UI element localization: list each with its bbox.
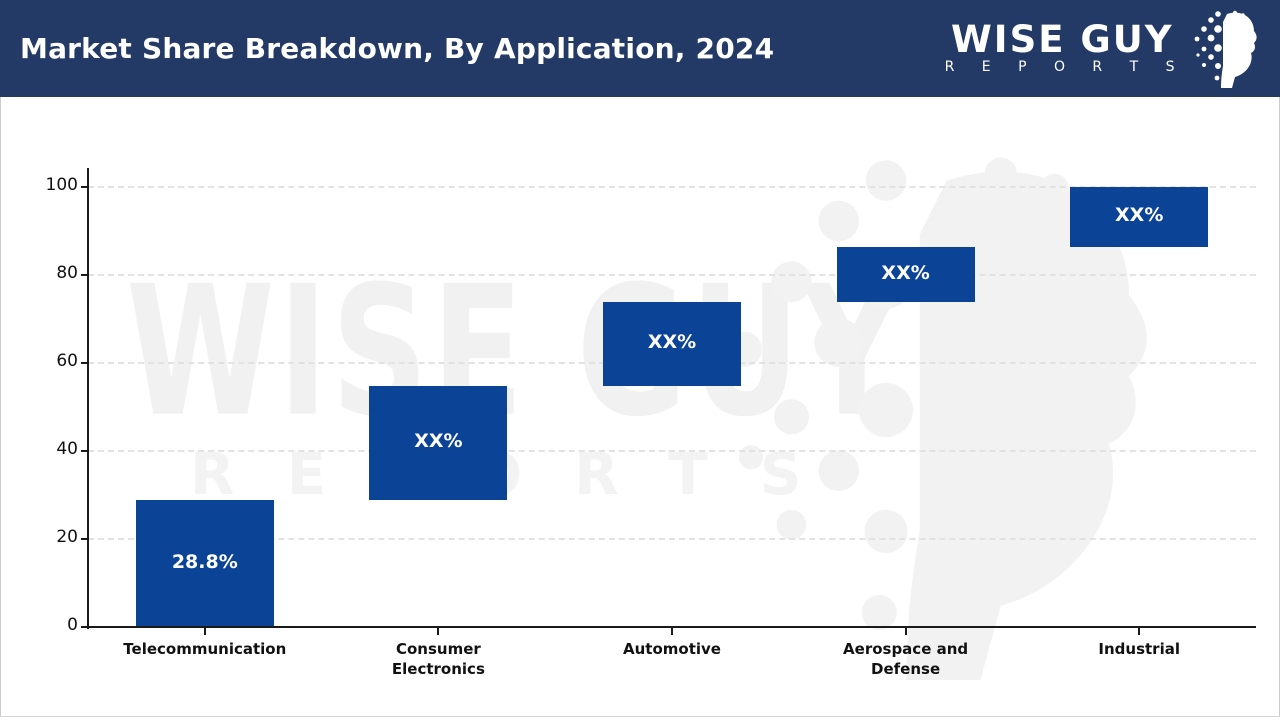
brand-face-icon (1194, 10, 1257, 88)
gridline (88, 537, 1256, 540)
bar-value-label: XX% (881, 261, 930, 284)
gridline (88, 273, 1256, 276)
x-axis-tick-mark (203, 628, 206, 635)
category-label: Aerospace and Defense (843, 640, 969, 678)
y-axis-tick-label: 20 (56, 526, 78, 547)
x-axis-tick-mark (671, 628, 673, 635)
bar-value-label: XX% (1115, 203, 1164, 226)
y-axis-tick-label: 80 (56, 262, 78, 283)
brand-logo: WISE GUY R E P O R T S (939, 8, 1262, 88)
gridline (88, 185, 1256, 188)
y-axis-tick-label: 0 (67, 615, 78, 635)
y-axis-tick-mark (81, 185, 88, 188)
y-axis-tick-mark (81, 537, 88, 540)
brand-subname: R E P O R T S (944, 59, 1186, 76)
bar-segment (369, 385, 508, 501)
bar-value-label: 28.8% (171, 550, 238, 573)
x-axis-line (87, 626, 1256, 628)
watermark-text-line1: WISE GUY (126, 247, 904, 457)
y-axis-tick-label: 60 (56, 350, 78, 371)
y-axis-tick-mark (81, 449, 88, 452)
bar-segment (135, 500, 274, 627)
category-label: Telecommunication (123, 640, 287, 658)
y-axis-tick-label: 40 (56, 438, 78, 459)
category-label: Consumer Electronics (391, 640, 485, 678)
bar-segment (836, 246, 975, 303)
brand-logo-text: WISE GUY R E P O R T S (939, 17, 1186, 76)
bar-segment (603, 302, 741, 386)
chart-title: Market Share Breakdown, By Application, … (20, 32, 775, 65)
header: Market Share Breakdown, By Application, … (0, 0, 1280, 97)
gridline (88, 449, 1256, 452)
category-label: Industrial (1098, 640, 1180, 658)
y-axis-tick-label: 100 (45, 174, 78, 195)
brand-name: WISE GUY (951, 17, 1174, 61)
y-axis-tick-mark (81, 361, 88, 364)
x-axis-tick-mark (904, 628, 907, 635)
bar-value-label: XX% (647, 330, 697, 353)
x-axis-tick-mark (437, 628, 440, 635)
category-label: Automotive (623, 640, 721, 658)
y-axis-tick-mark (81, 273, 88, 276)
bar-segment (1070, 186, 1209, 247)
x-axis-tick-mark (1138, 628, 1141, 635)
bar-value-label: XX% (414, 429, 463, 452)
y-axis-tick-mark (81, 626, 88, 628)
y-axis-line (87, 168, 89, 629)
